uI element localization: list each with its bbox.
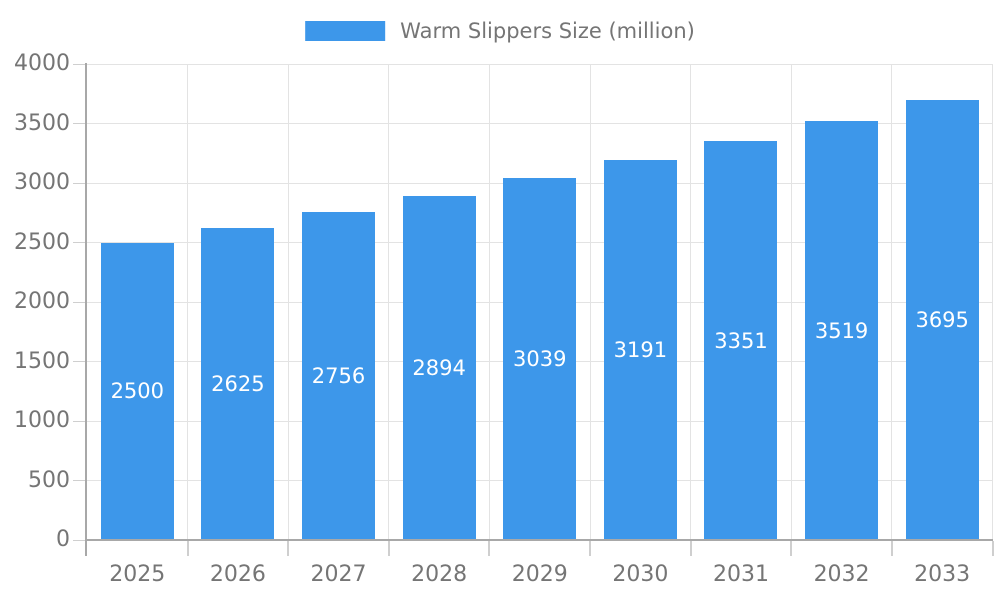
gridline-vertical	[690, 64, 692, 540]
y-axis-tick	[73, 539, 86, 541]
bar-value-label: 2894	[412, 355, 466, 380]
y-axis-label: 0	[56, 527, 70, 552]
gridline-vertical	[287, 64, 289, 540]
y-axis-label: 2500	[14, 229, 70, 255]
y-axis-line	[85, 63, 87, 556]
y-axis-tick	[73, 182, 86, 184]
bar-2026	[201, 227, 275, 540]
y-axis-tick	[73, 123, 86, 124]
x-axis-label: 2027	[310, 562, 367, 587]
bar-2028	[402, 195, 476, 540]
bar-2031	[704, 141, 778, 540]
y-axis-label: 3000	[14, 170, 70, 195]
legend-swatch	[305, 21, 386, 41]
bar-value-label: 3039	[513, 347, 567, 372]
x-axis-line	[85, 539, 993, 541]
legend-label: Warm Slippers Size (million)	[400, 19, 695, 43]
x-axis-tick	[488, 541, 491, 556]
gridline-vertical	[589, 64, 591, 540]
gridline-vertical	[388, 64, 390, 540]
x-axis-tick	[186, 541, 189, 556]
bar-2025	[100, 242, 174, 540]
y-axis-tick	[73, 63, 86, 65]
x-axis-label: 2028	[411, 562, 468, 587]
gridline-vertical	[488, 64, 490, 540]
gridline-vertical	[790, 64, 792, 540]
x-axis-label: 2029	[511, 562, 568, 587]
x-axis-tick	[689, 541, 692, 556]
gridline-vertical	[992, 64, 993, 540]
x-axis-label: 2026	[209, 562, 266, 587]
bar-value-label: 3191	[613, 338, 668, 363]
y-axis-tick	[73, 480, 86, 481]
bar-value-label: 2756	[311, 364, 366, 389]
bar-2033	[905, 100, 979, 540]
x-axis-label: 2031	[712, 562, 769, 587]
x-axis-label: 2025	[109, 562, 166, 587]
bar-value-label: 2500	[110, 379, 165, 404]
x-axis-label: 2033	[914, 562, 971, 587]
y-axis-label: 1500	[14, 348, 70, 374]
x-axis-tick	[589, 541, 592, 556]
x-axis-tick	[790, 541, 793, 556]
bar-value-label: 3351	[714, 328, 768, 353]
legend[interactable]: Warm Slippers Size (million)	[305, 19, 695, 43]
bar-2029	[503, 178, 577, 540]
bar-2032	[805, 121, 879, 540]
y-axis-label: 2000	[14, 289, 70, 314]
x-axis-tick	[890, 541, 893, 556]
y-axis-label: 3500	[14, 110, 70, 136]
bar-value-label: 3519	[814, 318, 869, 343]
gridline-vertical	[891, 64, 893, 540]
y-axis-tick	[73, 242, 86, 243]
x-axis-tick	[287, 541, 290, 556]
y-axis-tick	[73, 361, 86, 362]
x-axis-label: 2030	[612, 562, 669, 587]
x-axis-tick	[387, 541, 390, 556]
bar-2030	[603, 160, 677, 540]
bar-2027	[302, 212, 376, 540]
y-axis-label: 1000	[14, 408, 70, 433]
y-axis-label: 500	[28, 467, 70, 493]
y-axis-label: 4000	[14, 51, 70, 76]
x-axis-tick	[991, 541, 994, 556]
y-axis-tick	[73, 301, 86, 303]
bar-value-label: 3695	[915, 308, 969, 333]
bar-value-label: 2625	[211, 371, 265, 396]
x-axis-label: 2032	[813, 562, 870, 587]
gridline-horizontal	[87, 63, 993, 65]
gridline-horizontal	[87, 123, 993, 124]
gridline-vertical	[187, 64, 189, 540]
y-axis-tick	[73, 420, 86, 422]
